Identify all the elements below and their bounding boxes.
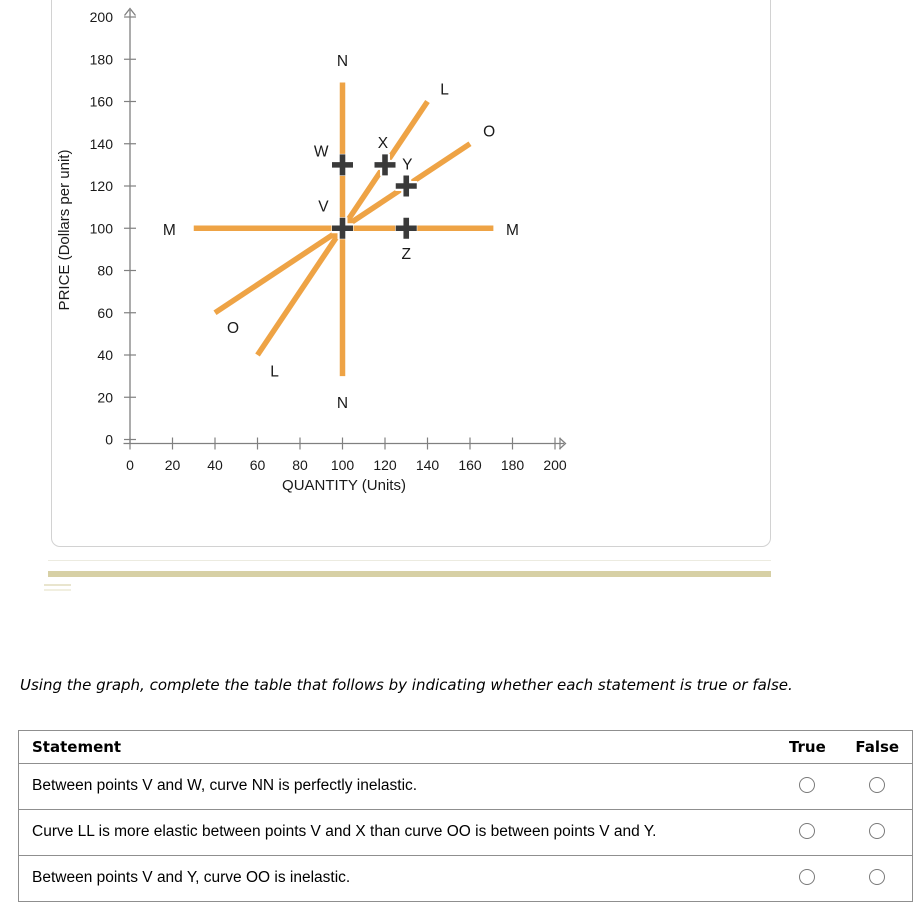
x-axis-arrow-icon xyxy=(559,437,567,450)
point-label-W: W xyxy=(314,144,329,161)
true-false-table: Statement True False Between points V an… xyxy=(18,730,913,902)
x-tick-label: 0 xyxy=(126,457,134,473)
point-marker-Y xyxy=(395,175,417,197)
point-marker-Z xyxy=(395,217,417,239)
graph-panel xyxy=(51,0,771,547)
curve-label-L: L xyxy=(440,81,449,98)
y-tick-label: 80 xyxy=(97,263,113,279)
false-cell xyxy=(842,763,913,810)
table-row: Between points V and Y, curve OO is inel… xyxy=(18,855,913,902)
y-tick-label: 0 xyxy=(105,432,113,448)
section-divider xyxy=(48,571,771,577)
divider-artifact xyxy=(44,589,71,591)
x-tick-label: 40 xyxy=(207,457,223,473)
curve-label-O: O xyxy=(483,124,495,141)
y-axis-title: PRICE (Dollars per unit) xyxy=(56,150,73,311)
divider-artifact xyxy=(44,584,71,586)
curve-label-O: O xyxy=(227,320,239,337)
radio-true[interactable] xyxy=(799,776,816,793)
point-label-V: V xyxy=(318,199,329,216)
x-tick-label: 120 xyxy=(373,457,397,473)
y-tick-label: 200 xyxy=(90,9,114,25)
x-tick-label: 20 xyxy=(165,457,181,473)
radio-true[interactable] xyxy=(799,822,816,839)
y-tick-label: 40 xyxy=(97,347,113,363)
y-tick-label: 60 xyxy=(97,305,113,321)
curve-label-N: N xyxy=(337,395,348,412)
statement-text: Between points V and Y, curve OO is inel… xyxy=(18,855,773,902)
instruction-text: Using the graph, complete the table that… xyxy=(20,676,793,694)
curve-label-M: M xyxy=(163,222,176,239)
x-tick-label: 60 xyxy=(250,457,266,473)
table-header-row: Statement True False xyxy=(18,730,913,764)
true-column-header: True xyxy=(772,730,843,764)
point-label-Y: Y xyxy=(402,156,412,173)
false-cell xyxy=(842,809,913,856)
curve-label-N: N xyxy=(337,53,348,70)
x-tick-label: 100 xyxy=(331,457,355,473)
true-cell xyxy=(772,809,843,856)
curve-label-L: L xyxy=(270,363,279,380)
y-tick-label: 160 xyxy=(90,94,114,110)
curve-label-M: M xyxy=(506,222,519,239)
radio-true[interactable] xyxy=(799,868,816,885)
table-row: Curve LL is more elastic between points … xyxy=(18,809,913,856)
y-tick-label: 20 xyxy=(97,389,113,405)
radio-false[interactable] xyxy=(869,822,886,839)
statement-text: Between points V and W, curve NN is perf… xyxy=(18,763,773,810)
x-tick-label: 200 xyxy=(543,457,567,473)
x-tick-label: 80 xyxy=(292,457,308,473)
point-label-Z: Z xyxy=(402,246,411,263)
y-tick-label: 100 xyxy=(90,220,114,236)
true-cell xyxy=(772,855,843,902)
y-axis-arrow-icon xyxy=(123,7,137,16)
true-cell xyxy=(772,763,843,810)
y-tick-label: 140 xyxy=(90,136,114,152)
radio-false[interactable] xyxy=(869,776,886,793)
y-tick-label: 120 xyxy=(90,178,114,194)
false-column-header: False xyxy=(842,730,913,764)
point-marker-W xyxy=(332,154,353,176)
section-divider-thin xyxy=(48,560,771,561)
elasticity-graph: 0 20 40 60 80 100 120 140 160 180 200 0 20 40 60 80 100 1… xyxy=(56,7,567,494)
statement-text: Curve LL is more elastic between points … xyxy=(18,809,773,856)
point-marker-X xyxy=(374,154,396,176)
radio-false[interactable] xyxy=(869,868,886,885)
point-marker-V xyxy=(332,217,353,239)
y-tick-label: 180 xyxy=(90,51,114,67)
x-tick-label: 140 xyxy=(416,457,440,473)
statement-column-header: Statement xyxy=(18,730,773,764)
x-tick-label: 180 xyxy=(501,457,525,473)
x-axis-title: QUANTITY (Units) xyxy=(282,477,406,494)
false-cell xyxy=(842,855,913,902)
x-tick-label: 160 xyxy=(458,457,482,473)
table-row: Between points V and W, curve NN is perf… xyxy=(18,763,913,810)
point-label-X: X xyxy=(378,135,389,152)
